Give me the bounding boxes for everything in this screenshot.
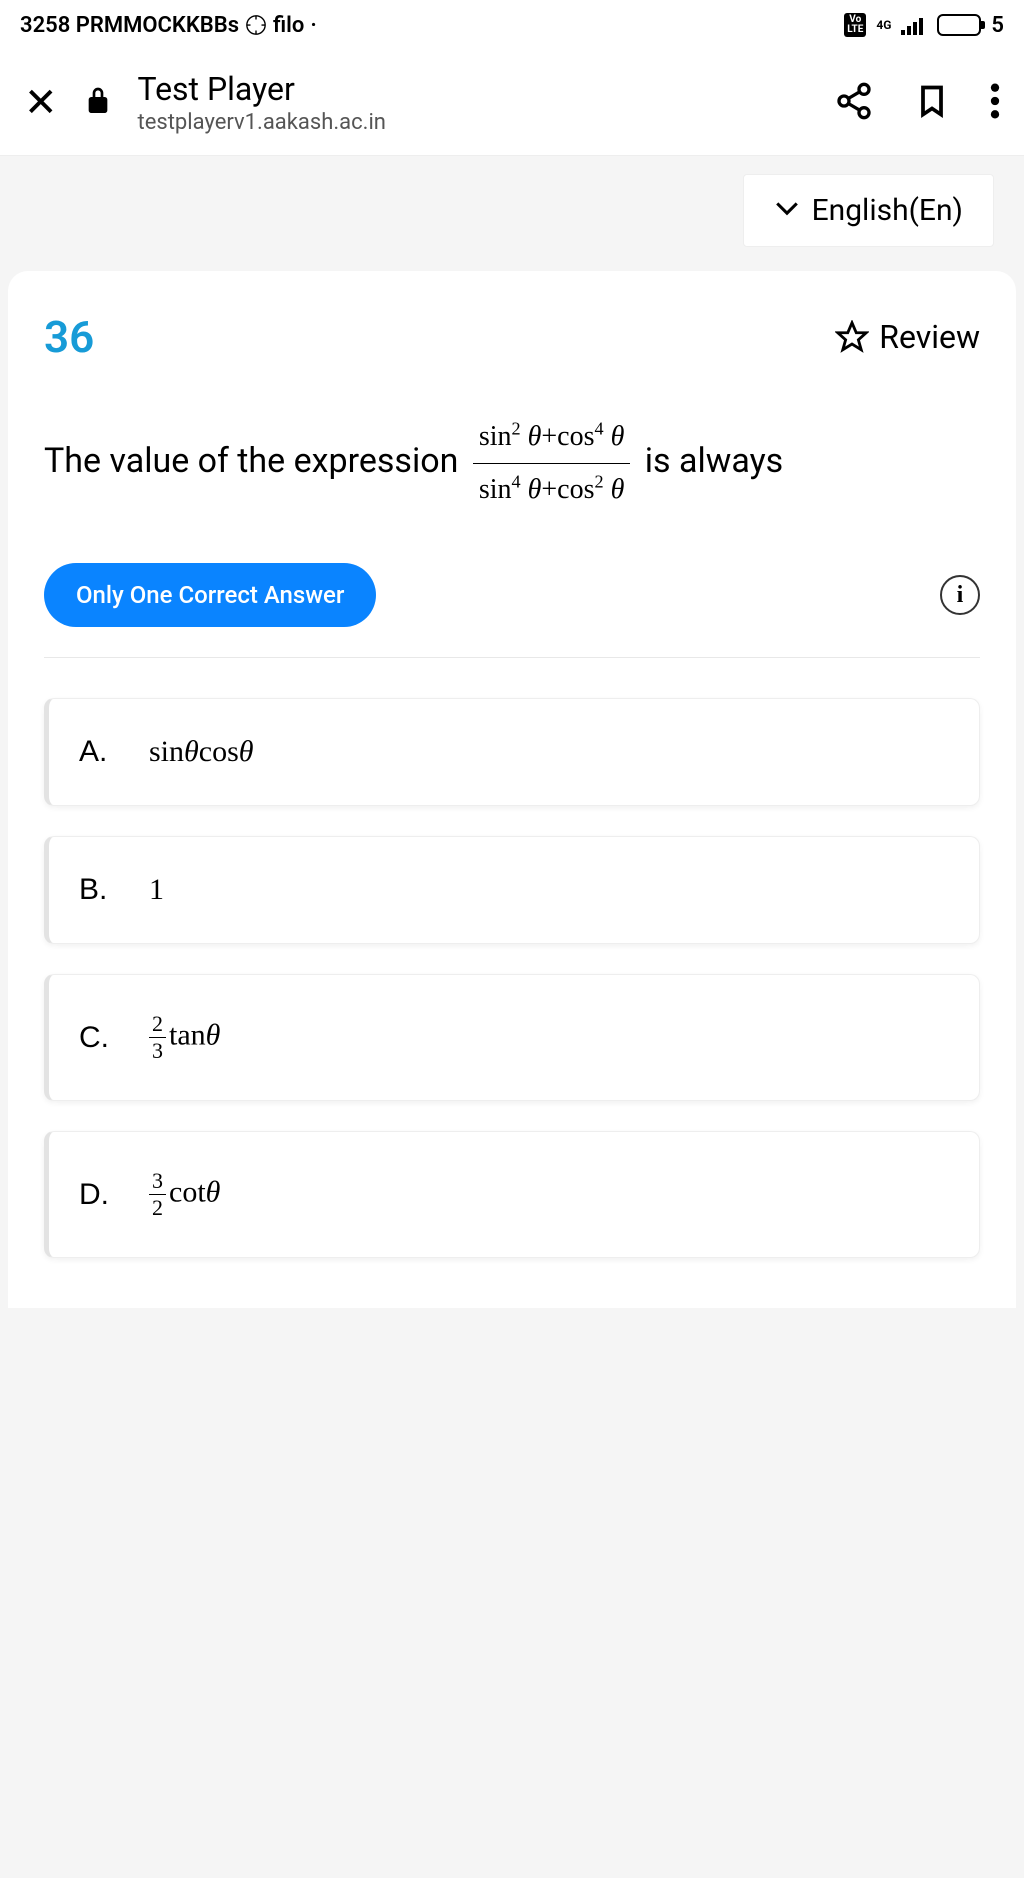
volte-icon: VoLTE [844,13,866,37]
status-right: VoLTE 4G 5 [844,13,1004,38]
question-text: The value of the expression sin2 θ+cos4 … [44,413,980,513]
url-block[interactable]: Test Player testplayerv1.aakash.ac.in [138,70,810,135]
option-d[interactable]: D. 32cotθ [44,1131,980,1258]
battery-pct: 5 [991,13,1004,38]
status-filo: filo [273,13,304,38]
q-before: The value of the expression [44,441,467,481]
language-row: English(En) [0,156,1024,271]
lock-icon [82,85,114,121]
option-math: sinθcosθ [149,735,254,769]
language-select[interactable]: English(En) [743,174,994,247]
status-left: 3258 PRMMOCKKBBs filo · [20,13,317,38]
option-letter: C. [79,1021,149,1055]
option-b[interactable]: B. 1 [44,836,980,944]
close-icon[interactable]: ✕ [24,79,58,126]
option-letter: A. [79,735,149,769]
network-4g: 4G [876,18,891,32]
q-after: is always [636,441,783,481]
android-status-bar: 3258 PRMMOCKKBBs filo · VoLTE 4G 5 [0,0,1024,50]
q-fraction: sin2 θ+cos4 θ sin4 θ+cos2 θ [473,413,631,513]
option-letter: B. [79,873,149,907]
menu-dots-icon[interactable] [990,81,1000,125]
option-math: 1 [149,873,164,907]
language-label: English(En) [812,193,963,228]
hint-row: Only One Correct Answer i [44,563,980,658]
review-button[interactable]: Review [835,318,980,356]
signal-icon [901,15,927,35]
option-math: 23tanθ [149,1011,220,1064]
status-time: 3258 PRMMOCKKBBs [20,13,239,38]
compass-icon [245,14,267,36]
page-title: Test Player [138,70,810,108]
frac-denominator: sin4 θ+cos2 θ [473,464,631,514]
option-math: 32cotθ [149,1168,220,1221]
info-icon[interactable]: i [940,575,980,615]
browser-toolbar: ✕ Test Player testplayerv1.aakash.ac.in [0,50,1024,156]
answer-type-pill: Only One Correct Answer [44,563,376,627]
review-label: Review [879,318,980,356]
question-header: 36 Review [44,311,980,363]
share-icon[interactable] [834,81,874,125]
option-c[interactable]: C. 23tanθ [44,974,980,1101]
chevron-down-icon [774,202,800,220]
option-a[interactable]: A. sinθcosθ [44,698,980,806]
star-icon [835,320,869,354]
frac-numerator: sin2 θ+cos4 θ [473,413,631,464]
option-letter: D. [79,1178,149,1212]
question-card: 36 Review The value of the expression si… [8,271,1016,1308]
bookmark-icon[interactable] [914,81,950,125]
page-url: testplayerv1.aakash.ac.in [138,110,810,135]
question-number: 36 [44,311,94,363]
battery-icon [937,14,981,36]
browser-actions [834,81,1000,125]
